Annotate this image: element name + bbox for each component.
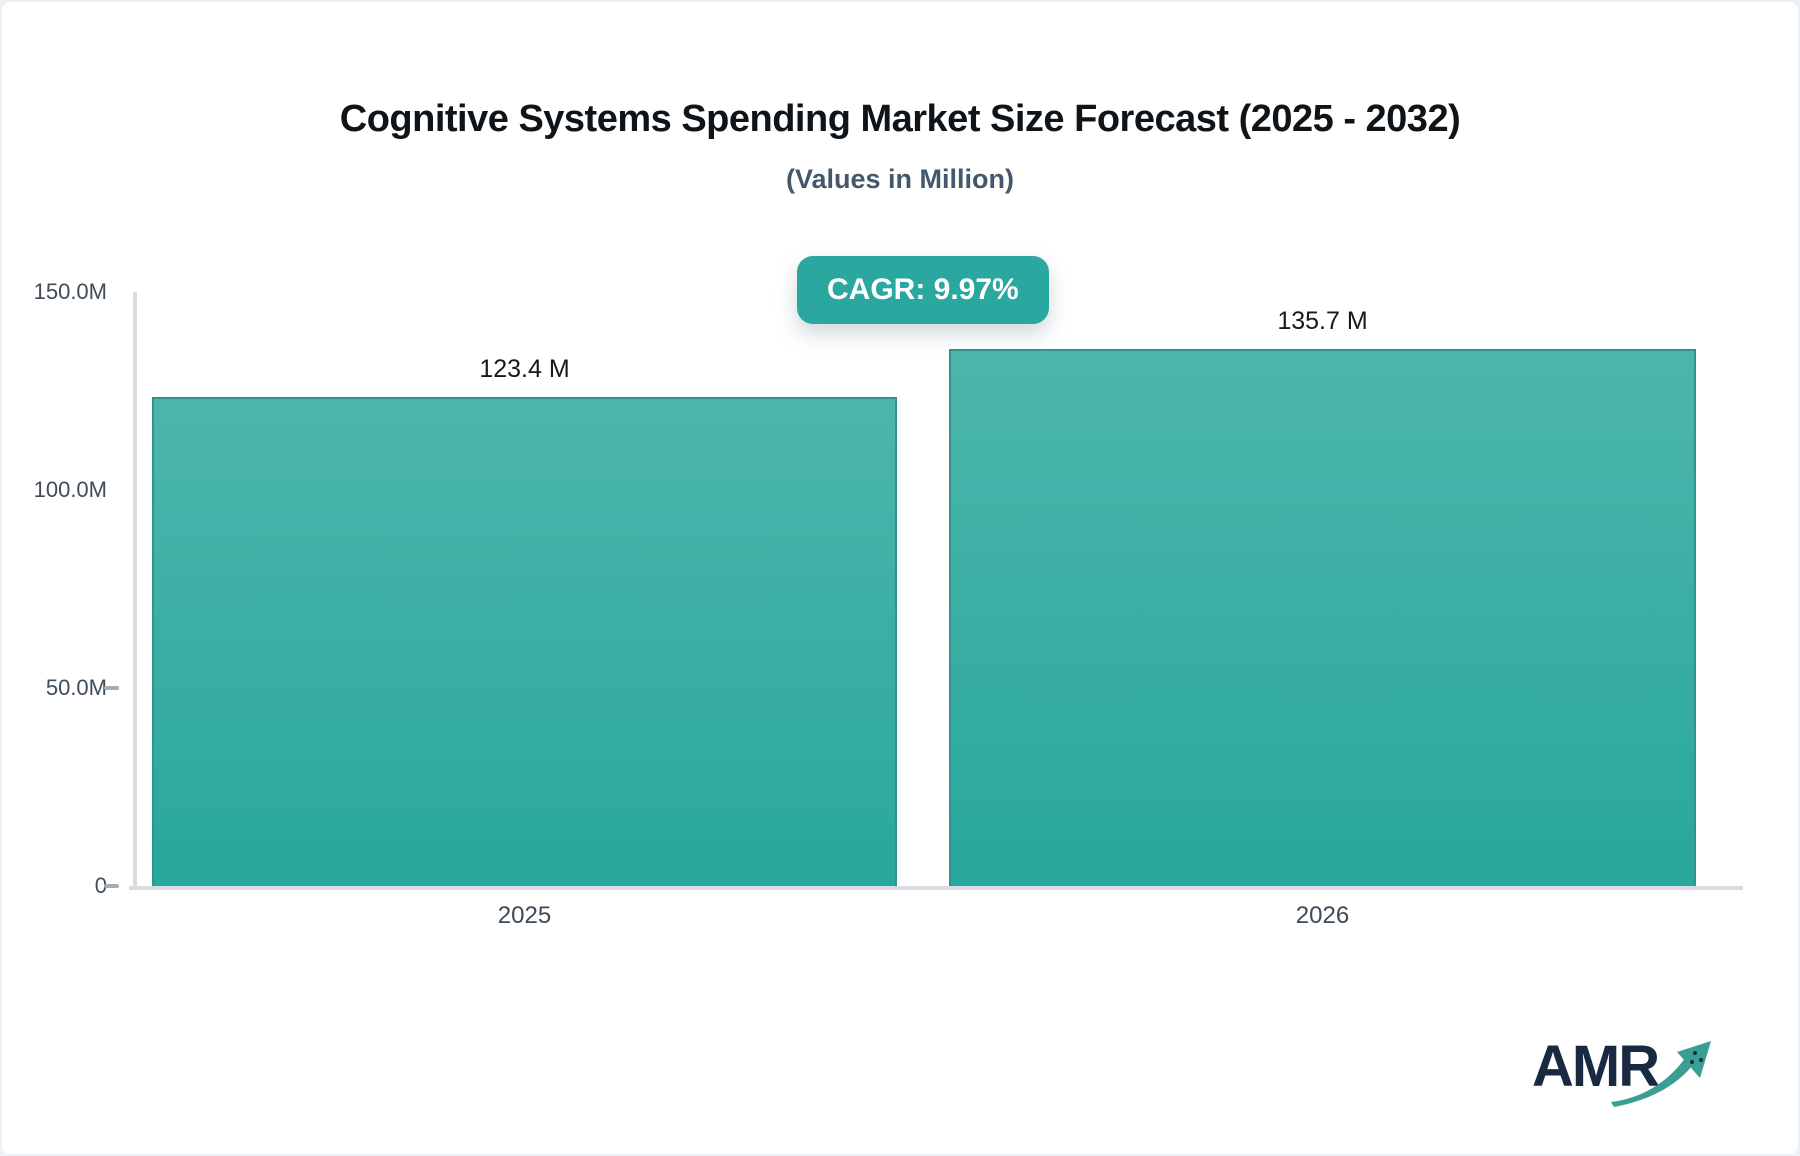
cagr-badge: CAGR: 9.97% [797, 256, 1049, 324]
x-axis-line [129, 886, 1743, 890]
x-axis-label: 2025 [497, 902, 552, 929]
amr-logo-arrow-icon [1611, 1041, 1711, 1107]
amr-logo: AMR [1527, 1024, 1737, 1119]
bar-value-label: 135.7 M [1277, 307, 1368, 335]
bar-2026 [949, 349, 1696, 886]
y-axis-label: 0 [94, 873, 107, 898]
bar-value-label: 123.4 M [479, 355, 570, 383]
y-axis-label: 150.0M [33, 279, 107, 304]
y-axis-tick [104, 884, 119, 888]
y-axis-label: 50.0M [45, 675, 107, 700]
y-axis-line [133, 292, 137, 890]
chart-title: Cognitive Systems Spending Market Size F… [339, 98, 1461, 140]
y-axis-tick [104, 686, 119, 690]
bar-2025 [152, 397, 897, 886]
amr-logo-text: AMR [1532, 1034, 1660, 1099]
y-axis-label: 100.0M [33, 477, 107, 502]
x-axis-label: 2026 [1295, 902, 1350, 929]
chart-subtitle: (Values in Million) [785, 164, 1015, 194]
